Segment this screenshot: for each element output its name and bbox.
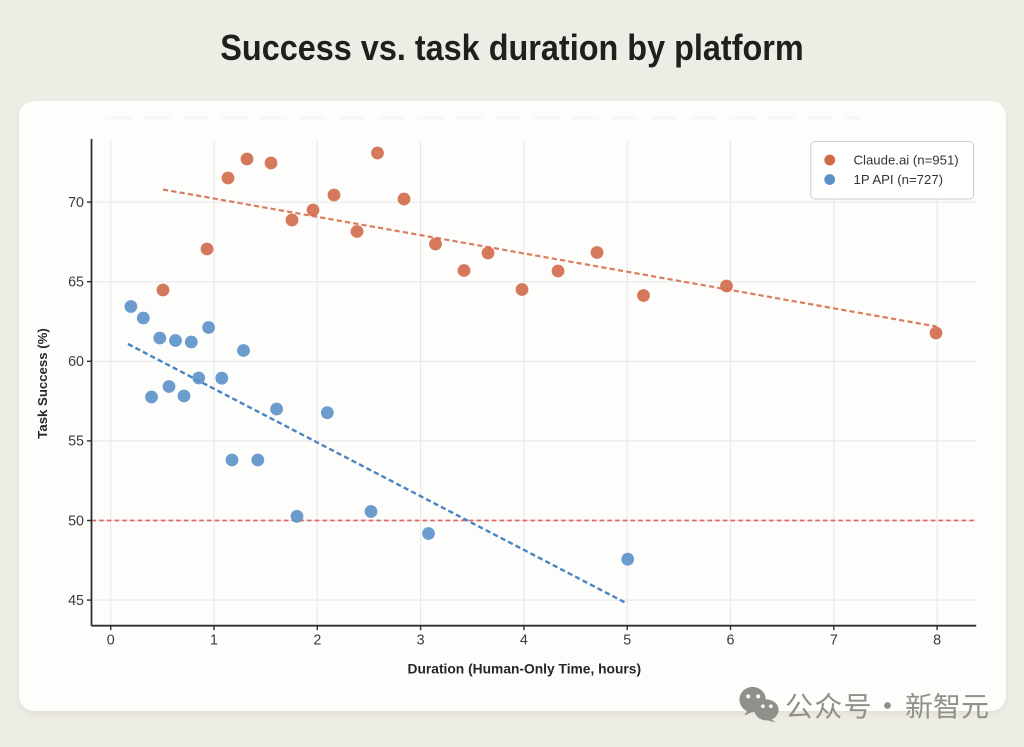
svg-text:55: 55 (68, 434, 84, 450)
svg-text:5: 5 (623, 633, 631, 649)
svg-text:60: 60 (68, 354, 84, 370)
svg-text:65: 65 (68, 275, 84, 291)
svg-text:0: 0 (107, 633, 115, 649)
svg-text:3: 3 (417, 633, 425, 649)
svg-text:Duration (Human-Only Time, hou: Duration (Human-Only Time, hours) (408, 662, 642, 677)
svg-text:70: 70 (68, 195, 84, 211)
svg-text:2: 2 (313, 633, 321, 649)
svg-text:Claude.ai (n=951): Claude.ai (n=951) (854, 152, 959, 167)
svg-text:4: 4 (520, 633, 528, 649)
svg-text:6: 6 (727, 633, 735, 649)
svg-text:7: 7 (830, 633, 838, 649)
svg-text:1: 1 (210, 633, 218, 649)
svg-text:Task Success (%): Task Success (%) (35, 328, 50, 438)
svg-text:45: 45 (68, 593, 84, 609)
svg-text:1P API (n=727): 1P API (n=727) (854, 172, 944, 187)
svg-text:8: 8 (933, 633, 941, 649)
svg-text:50: 50 (68, 513, 84, 529)
